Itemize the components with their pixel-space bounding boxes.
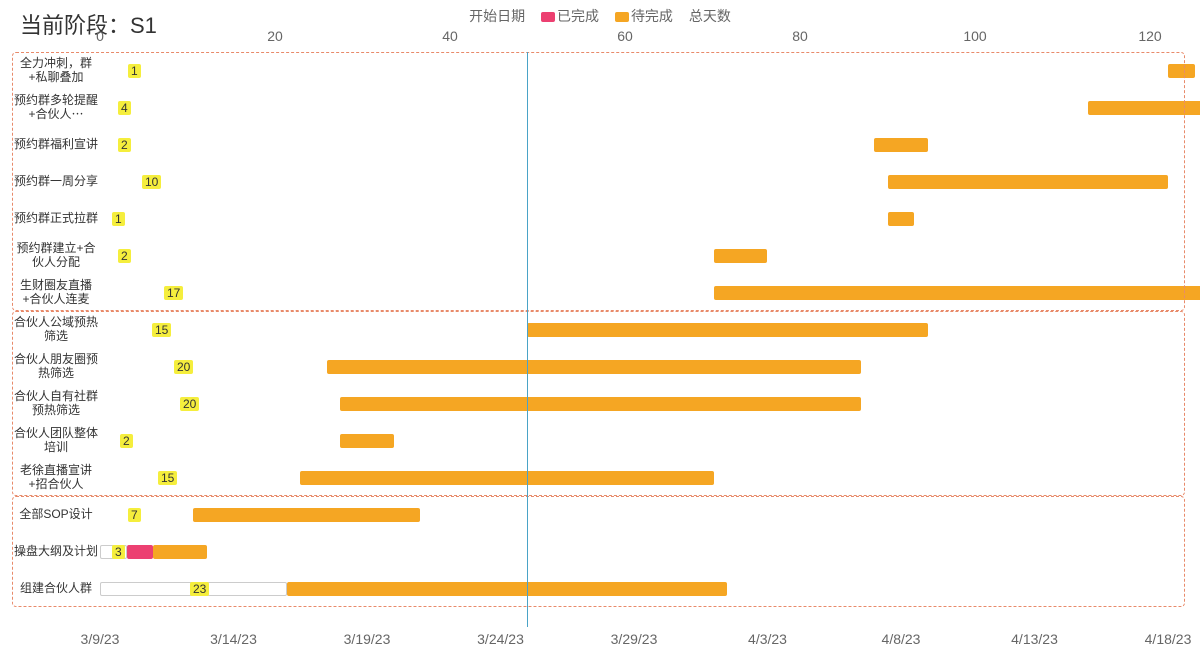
chart-legend: 开始日期 已完成 待完成 总天数 xyxy=(0,6,1200,26)
task-label: 全部SOP设计 xyxy=(12,496,100,533)
task-label: 操盘大纲及计划 xyxy=(12,533,100,570)
task-row: 全力冲刺，群+私聊叠加1 xyxy=(100,52,1185,89)
task-row: 预约群福利宣讲2 xyxy=(100,126,1185,163)
count-badge: 4 xyxy=(118,101,131,115)
task-label: 老徐直播宣讲+招合伙人 xyxy=(12,459,100,496)
task-label: 合伙人自有社群预热筛选 xyxy=(12,385,100,422)
count-badge: 23 xyxy=(190,582,209,596)
gantt-plot: 全力冲刺，群+私聊叠加1预约群多轮提醒+合伙人⋯4预约群福利宣讲2预约群一周分享… xyxy=(100,52,1185,627)
today-line xyxy=(527,52,528,627)
count-badge: 1 xyxy=(128,64,141,78)
count-badge: 3 xyxy=(112,545,125,559)
task-label: 预约群正式拉群 xyxy=(12,200,100,237)
count-badge: 7 xyxy=(128,508,141,522)
bottom-axis-tick: 3/9/23 xyxy=(81,631,120,647)
count-badge: 2 xyxy=(120,434,133,448)
top-axis-tick: 80 xyxy=(792,28,808,44)
legend-pending: 待完成 xyxy=(615,6,673,26)
bar-pending xyxy=(714,249,767,263)
task-label: 预约群建立+合伙人分配 xyxy=(12,237,100,274)
bar-pending xyxy=(327,360,861,374)
bottom-axis-tick: 4/8/23 xyxy=(882,631,921,647)
top-axis-tick: 120 xyxy=(1138,28,1161,44)
bar-pending xyxy=(153,545,206,559)
bottom-axis-tick: 3/24/23 xyxy=(477,631,524,647)
bar-pending xyxy=(888,212,915,226)
bottom-axis-tick: 4/13/23 xyxy=(1011,631,1058,647)
top-axis-tick: 100 xyxy=(963,28,986,44)
task-label: 合伙人朋友圈预热筛选 xyxy=(12,348,100,385)
count-badge: 15 xyxy=(158,471,177,485)
task-label: 合伙人公域预热筛选 xyxy=(12,311,100,348)
task-row: 组建合伙人群23 xyxy=(100,570,1185,607)
task-row: 生财圈友直播+合伙人连麦17 xyxy=(100,274,1185,311)
task-label: 预约群一周分享 xyxy=(12,163,100,200)
task-label: 生财圈友直播+合伙人连麦 xyxy=(12,274,100,311)
task-label: 预约群多轮提醒+合伙人⋯ xyxy=(12,89,100,126)
bottom-axis-tick: 4/3/23 xyxy=(748,631,787,647)
task-row: 预约群建立+合伙人分配2 xyxy=(100,237,1185,274)
count-badge: 15 xyxy=(152,323,171,337)
bar-pending xyxy=(1088,101,1200,115)
top-axis-tick: 0 xyxy=(96,28,104,44)
bar-pending xyxy=(340,434,393,448)
top-axis-tick: 60 xyxy=(617,28,633,44)
task-row: 预约群多轮提醒+合伙人⋯4 xyxy=(100,89,1185,126)
bar-pending xyxy=(874,138,927,152)
task-row: 老徐直播宣讲+招合伙人15 xyxy=(100,459,1185,496)
task-label: 组建合伙人群 xyxy=(12,570,100,607)
bottom-axis-tick: 3/29/23 xyxy=(611,631,658,647)
task-row: 操盘大纲及计划3 xyxy=(100,533,1185,570)
bar-pending xyxy=(888,175,1168,189)
count-badge: 20 xyxy=(180,397,199,411)
count-badge: 10 xyxy=(142,175,161,189)
bar-pending xyxy=(287,582,728,596)
task-label: 合伙人团队整体培训 xyxy=(12,422,100,459)
task-label: 预约群福利宣讲 xyxy=(12,126,100,163)
task-row: 预约群正式拉群1 xyxy=(100,200,1185,237)
task-row: 预约群一周分享10 xyxy=(100,163,1185,200)
count-badge: 1 xyxy=(112,212,125,226)
bar-pending xyxy=(300,471,714,485)
top-axis-tick: 20 xyxy=(267,28,283,44)
top-axis-tick: 40 xyxy=(442,28,458,44)
legend-done: 已完成 xyxy=(541,6,599,26)
bottom-axis-tick: 3/14/23 xyxy=(210,631,257,647)
legend-start: 开始日期 xyxy=(469,6,525,26)
task-row: 合伙人自有社群预热筛选20 xyxy=(100,385,1185,422)
bar-pending xyxy=(193,508,420,522)
task-row: 全部SOP设计7 xyxy=(100,496,1185,533)
task-row: 合伙人公域预热筛选15 xyxy=(100,311,1185,348)
count-badge: 2 xyxy=(118,138,131,152)
count-badge: 2 xyxy=(118,249,131,263)
bar-pending xyxy=(714,286,1200,300)
count-badge: 17 xyxy=(164,286,183,300)
bottom-axis-tick: 3/19/23 xyxy=(344,631,391,647)
task-row: 合伙人团队整体培训2 xyxy=(100,422,1185,459)
bar-pending xyxy=(527,323,928,337)
task-row: 合伙人朋友圈预热筛选20 xyxy=(100,348,1185,385)
count-badge: 20 xyxy=(174,360,193,374)
task-label: 全力冲刺，群+私聊叠加 xyxy=(12,52,100,89)
legend-total: 总天数 xyxy=(689,6,731,26)
bar-pending xyxy=(1168,64,1195,78)
bar-done xyxy=(127,545,154,559)
bar-pending xyxy=(340,397,861,411)
bottom-axis-tick: 4/18/23 xyxy=(1145,631,1192,647)
